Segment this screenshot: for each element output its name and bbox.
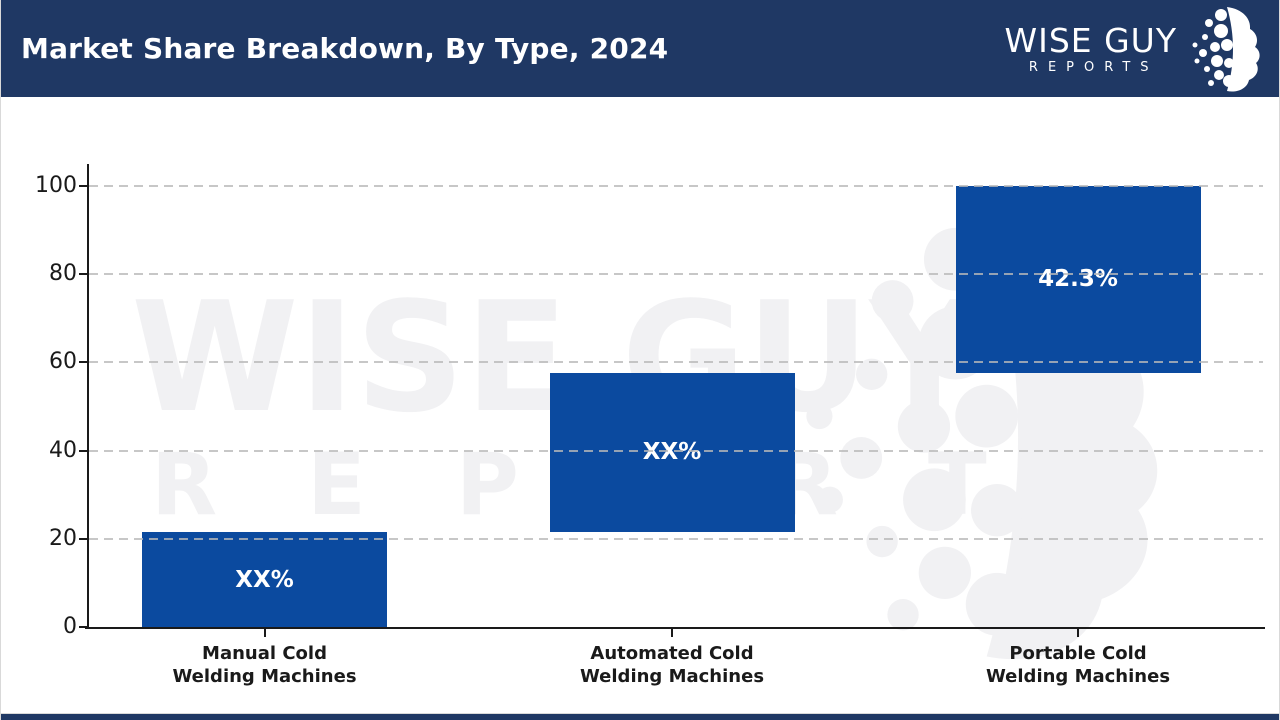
bar-value-label: XX% [235, 566, 294, 593]
y-tick-mark [79, 185, 87, 188]
x-tick-mark [263, 629, 266, 637]
y-tick-label: 20 [49, 525, 77, 551]
header-band: Market Share Breakdown, By Type, 2024 WI… [1, 0, 1279, 97]
y-axis-line [87, 164, 89, 629]
brand-logo-subtext: REPORTS [1028, 59, 1159, 75]
x-category-label: Portable Cold Welding Machines [918, 643, 1238, 688]
plot-area: XX% XX% 42.3% 0 20 40 60 80 100 Manual Cold Weldin… [35, 164, 1265, 687]
brand-logo-wordmark: WISE GUY [1004, 20, 1177, 60]
gridline [89, 185, 1263, 188]
x-category-label: Automated Cold Welding Machines [512, 643, 832, 688]
bar-segment: 42.3% [955, 186, 1201, 373]
y-tick-mark [79, 361, 87, 364]
x-category-label-line: Welding Machines [985, 665, 1171, 687]
x-category-label-line: Welding Machines [579, 665, 765, 687]
bar-segment: XX% [142, 532, 387, 627]
frame-bottom-line [1, 713, 1279, 714]
page-title: Market Share Breakdown, By Type, 2024 [21, 32, 669, 65]
x-axis-line [85, 627, 1265, 629]
y-tick-label: 0 [63, 614, 77, 639]
face-dots-icon [1192, 6, 1260, 92]
x-tick-mark [671, 629, 673, 637]
brand-logo: WISE GUY REPORTS [1004, 0, 1267, 97]
gridline [89, 449, 1263, 452]
y-tick-label: 80 [49, 261, 77, 287]
y-tick-mark [79, 537, 87, 540]
bar-segment: XX% [549, 372, 795, 533]
x-category-label-line: Manual Cold [202, 643, 327, 664]
x-category-label-line: Portable Cold [1009, 643, 1147, 664]
gridline [89, 537, 1263, 540]
bar-value-label: XX% [642, 439, 702, 466]
y-tick-mark [79, 626, 87, 628]
x-category-label-line: Welding Machines [172, 665, 357, 687]
y-tick-label: 60 [49, 349, 77, 375]
x-tick-mark [1077, 629, 1079, 637]
gridline [89, 361, 1263, 364]
brand-logo-text: WISE GUY REPORTS [1004, 24, 1177, 74]
footer-accent-bar [1, 714, 1279, 720]
x-category-label: Manual Cold Welding Machines [105, 643, 425, 688]
gridline [89, 273, 1263, 276]
y-tick-mark [79, 449, 87, 452]
y-tick-label: 40 [49, 437, 77, 463]
x-category-label-line: Automated Cold [590, 643, 754, 664]
y-tick-label: 100 [35, 173, 77, 199]
bar-value-label: 42.3% [1038, 266, 1118, 293]
y-tick-mark [79, 273, 87, 276]
